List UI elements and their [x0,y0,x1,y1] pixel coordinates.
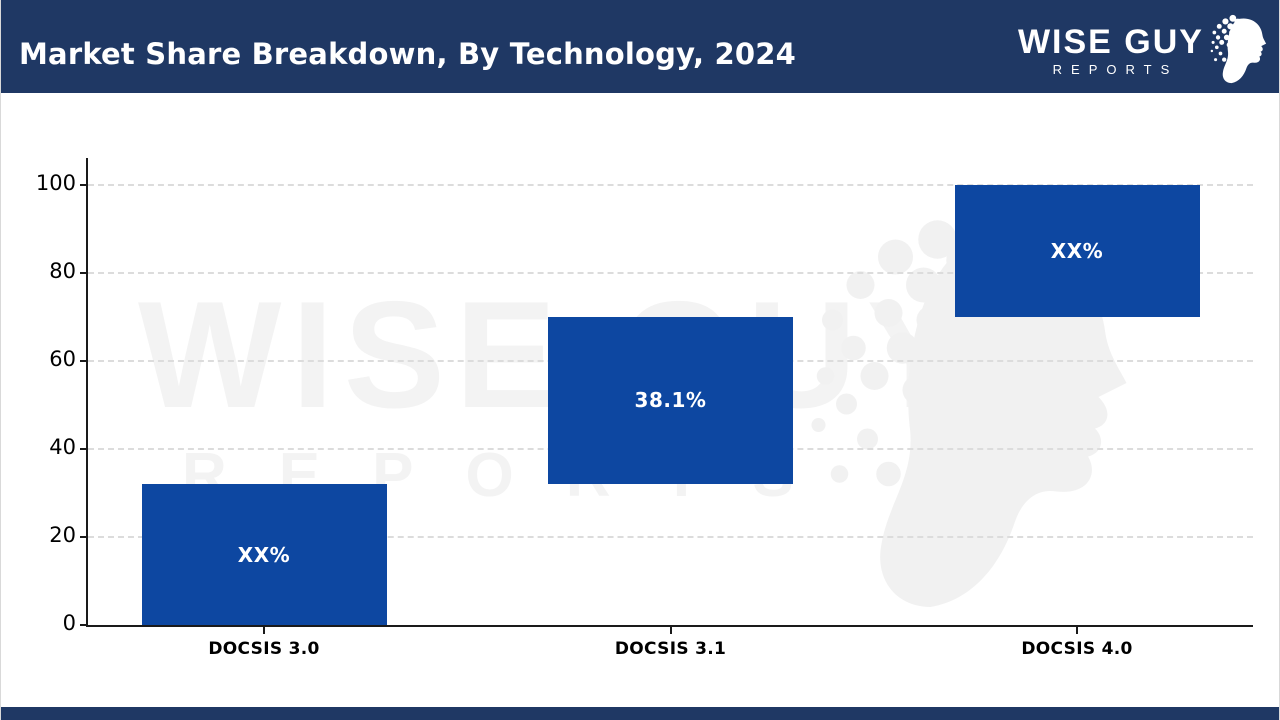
logo-wiseguy-label: WISE GUY [1017,23,1204,61]
logo-reports-label: REPORTS [1052,62,1179,77]
y-tick-label-40: 40 [49,435,76,459]
y-tick-label-80: 80 [49,259,76,283]
y-tick-100 [80,184,88,186]
y-tick-40 [80,448,88,450]
x-tick-docsis-4-0 [1076,627,1078,634]
y-axis [86,158,88,627]
gridline-80 [88,272,1253,274]
y-tick-label-100: 100 [35,171,76,195]
x-tick-docsis-3-1 [669,627,672,634]
y-tick-label-0: 0 [62,611,76,635]
bar-docsis-3-0: XX% [141,484,387,625]
y-tick-label-20: 20 [49,523,76,547]
x-category-label-docsis-3-0: DOCSIS 3.0 [208,639,320,659]
header-bar: Market Share Breakdown, By Technology, 2… [0,0,1280,93]
x-tick-docsis-3-0 [263,627,265,634]
wiseguy-logo-text: WISE GUY REPORTS [1018,25,1204,77]
footer-bar [0,707,1280,720]
x-category-label-docsis-4-0: DOCSIS 4.0 [1021,639,1133,659]
x-category-label-docsis-3-1: DOCSIS 3.1 [614,639,727,659]
bar-value-label-docsis-3-0: XX% [237,542,291,567]
y-tick-60 [80,360,88,362]
bar-value-label-docsis-3-1: 38.1% [634,388,707,413]
wiseguy-logo: WISE GUY REPORTS [1018,14,1270,88]
y-tick-0 [80,624,88,626]
bar-value-label-docsis-4-0: XX% [1050,238,1104,263]
y-tick-label-60: 60 [49,347,76,371]
x-axis [86,625,1253,627]
page-title: Market Share Breakdown, By Technology, 2… [19,36,797,71]
y-tick-20 [80,536,88,538]
wiseguy-face-icon [1210,14,1267,84]
bar-docsis-3-1: 38.1% [548,316,793,485]
bar-docsis-4-0: XX% [954,185,1200,317]
y-tick-80 [80,272,88,274]
gridline-20 [88,536,1253,538]
gridline-100 [88,184,1253,186]
